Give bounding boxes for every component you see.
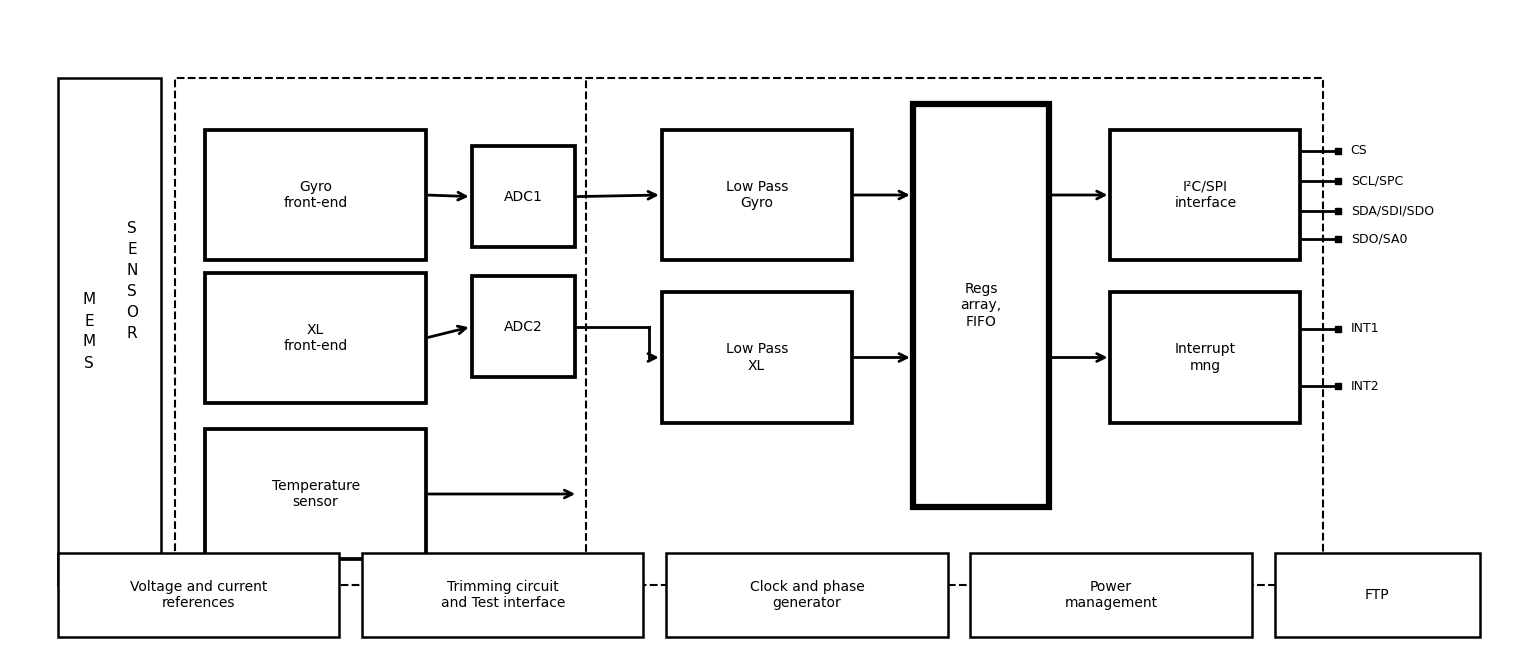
Bar <box>1110 292 1300 422</box>
Text: Low Pass
XL: Low Pass XL <box>726 343 788 372</box>
Text: XL
front-end: XL front-end <box>283 323 348 353</box>
Bar <box>175 78 1323 585</box>
Bar <box>58 78 161 585</box>
Text: I²C/SPI
interface: I²C/SPI interface <box>1174 180 1237 210</box>
Text: Temperature
sensor: Temperature sensor <box>272 479 359 509</box>
Text: Clock and phase
generator: Clock and phase generator <box>750 580 864 610</box>
Text: S
E
N
S
O
R: S E N S O R <box>126 221 138 341</box>
Bar <box>1275 552 1480 637</box>
Bar <box>58 552 339 637</box>
Bar <box>1110 130 1300 260</box>
Bar <box>662 292 852 422</box>
Bar <box>970 552 1252 637</box>
Text: INT1: INT1 <box>1351 322 1380 335</box>
Text: ADC1: ADC1 <box>503 190 543 203</box>
Bar <box>662 130 852 260</box>
Text: Power
management: Power management <box>1065 580 1157 610</box>
Bar <box>205 130 426 260</box>
Bar <box>205 273 426 403</box>
Text: Low Pass
Gyro: Low Pass Gyro <box>726 180 788 210</box>
Bar <box>362 552 643 637</box>
Text: FTP: FTP <box>1364 588 1390 602</box>
Text: SDA/SDI/SDO: SDA/SDI/SDO <box>1351 204 1434 217</box>
Bar <box>205 429 426 559</box>
Bar <box>472 146 575 247</box>
Bar <box>913 104 1049 507</box>
Text: Trimming circuit
and Test interface: Trimming circuit and Test interface <box>441 580 564 610</box>
Text: Regs
array,
FIFO: Regs array, FIFO <box>960 282 1002 329</box>
Text: Interrupt
mng: Interrupt mng <box>1174 343 1237 372</box>
Text: M
E
M
S: M E M S <box>82 292 96 370</box>
Text: SCL/SPC: SCL/SPC <box>1351 174 1402 187</box>
Bar <box>666 552 948 637</box>
Bar <box>472 276 575 377</box>
Text: CS: CS <box>1351 144 1367 157</box>
Text: SDO/SA0: SDO/SA0 <box>1351 233 1407 246</box>
Text: Voltage and current
references: Voltage and current references <box>129 580 268 610</box>
Text: Gyro
front-end: Gyro front-end <box>283 180 348 210</box>
Text: ADC2: ADC2 <box>503 320 543 333</box>
Text: INT2: INT2 <box>1351 380 1380 393</box>
